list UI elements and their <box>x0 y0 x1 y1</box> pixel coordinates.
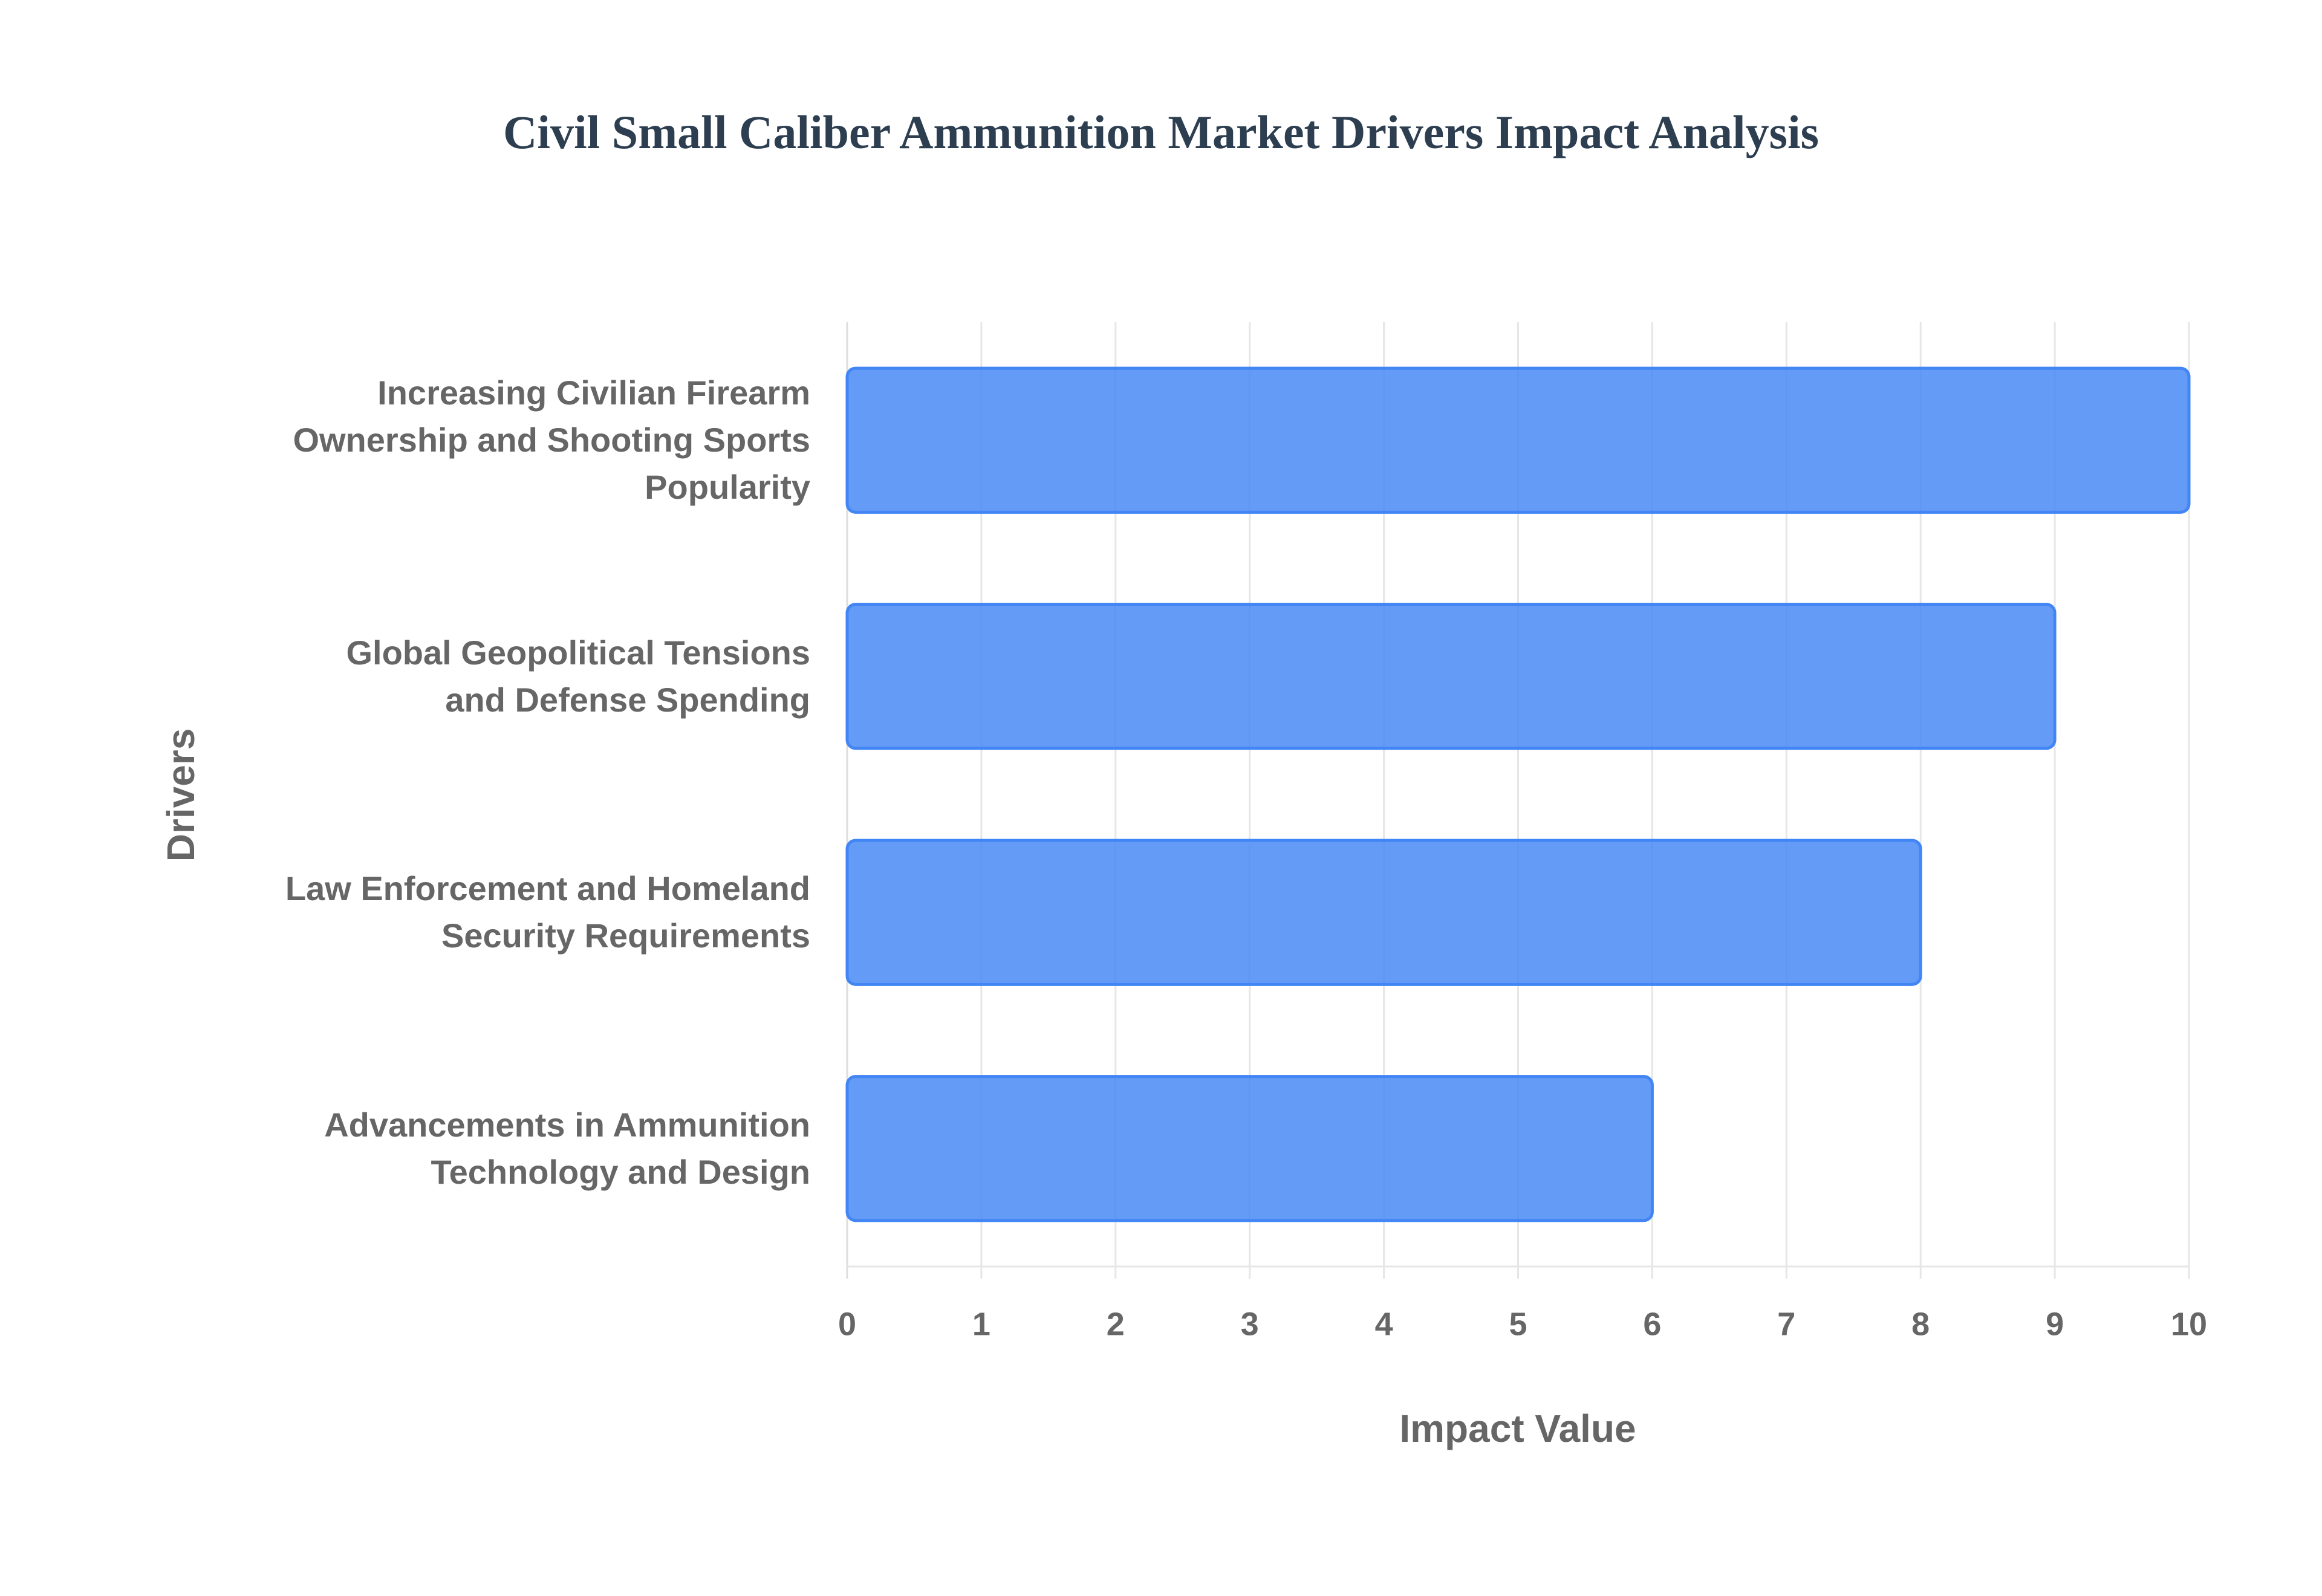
y-tick-label: Law Enforcement and Homeland Security Re… <box>285 869 810 955</box>
x-tick-label: 6 <box>1643 1306 1661 1342</box>
bar <box>845 603 2057 750</box>
x-tick-label: 3 <box>1241 1306 1259 1342</box>
x-axis-title: Impact Value <box>1399 1407 1636 1450</box>
x-tick-label: 2 <box>1107 1306 1125 1342</box>
x-tick-label: 7 <box>1777 1306 1795 1342</box>
x-tick-label: 5 <box>1509 1306 1527 1342</box>
x-tick-label: 4 <box>1375 1306 1393 1342</box>
y-tick-label: Global Geopolitical Tensions and Defense… <box>346 633 810 719</box>
y-axis-title: Drivers <box>159 728 203 862</box>
x-tick-label: 10 <box>2171 1306 2207 1342</box>
bar <box>845 1075 1654 1222</box>
bar <box>845 839 1922 986</box>
x-tick-label: 0 <box>838 1306 856 1342</box>
bar <box>845 366 2191 514</box>
chart-title: Civil Small Caliber Ammunition Market Dr… <box>503 106 1819 158</box>
x-tick-label: 8 <box>1911 1306 1930 1342</box>
x-tick-label: 1 <box>972 1306 990 1342</box>
y-tick-label: Advancements in Ammunition Technology an… <box>324 1105 810 1191</box>
y-tick-label: Increasing Civilian Firearm Ownership an… <box>293 374 810 507</box>
x-tick-label: 9 <box>2046 1306 2064 1342</box>
